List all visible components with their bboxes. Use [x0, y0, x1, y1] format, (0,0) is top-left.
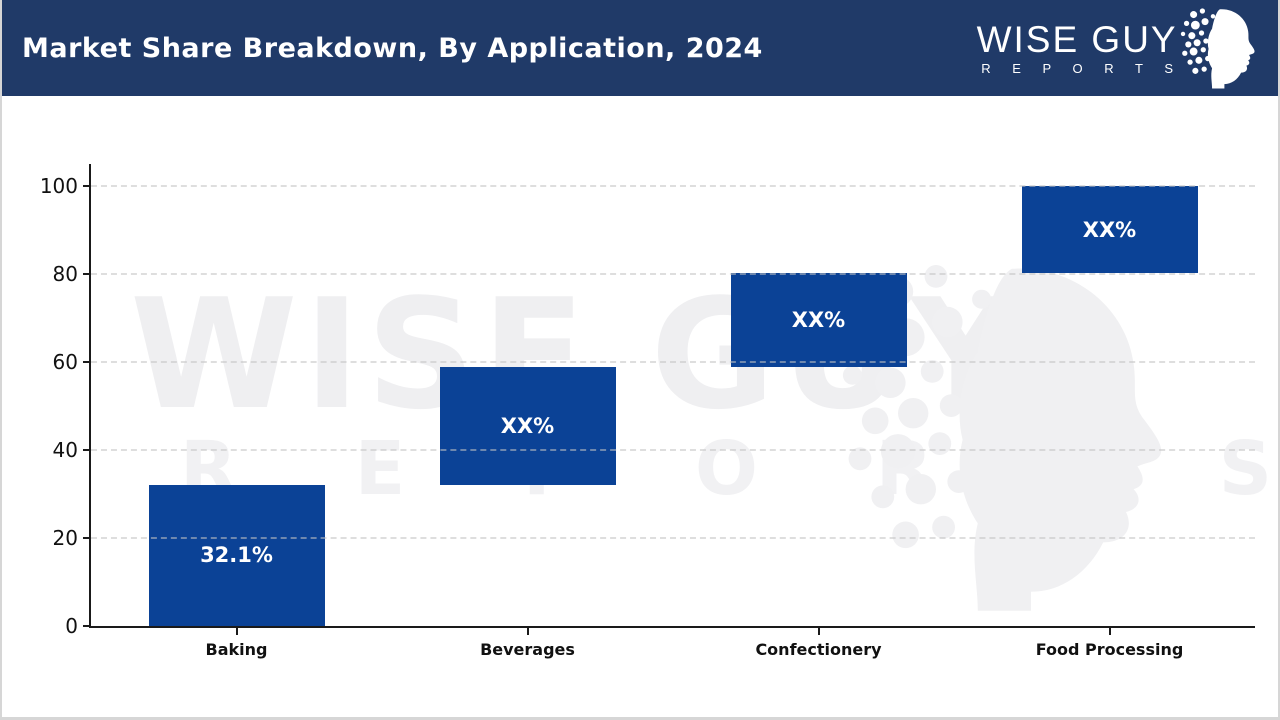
y-tick-mark [83, 537, 91, 539]
x-category-label: Baking [205, 640, 268, 659]
y-tick-mark [83, 449, 91, 451]
waterfall-chart: WISE GUY R E P O R T S 0 20 40 60 80 100 32.1%… [2, 96, 1278, 717]
wiseguy-logo: WISE GUY R E P O R T S [972, 4, 1264, 92]
bar-confectionery: XX% [730, 273, 907, 367]
gridline-60 [91, 361, 1255, 363]
bar-baking: 32.1% [148, 484, 325, 626]
x-category-label: Food Processing [1035, 640, 1184, 659]
y-tick-label: 0 [65, 614, 78, 638]
y-tick-mark [83, 185, 91, 187]
x-tick-mark [526, 628, 529, 635]
y-tick-label: 40 [52, 438, 78, 462]
wiseguy-logo-text: WISE GUY R E P O R T S [972, 21, 1182, 76]
x-tick-mark [235, 628, 238, 635]
y-axis-line [89, 164, 91, 628]
face-profile-icon [1180, 8, 1255, 89]
bar-value-label: XX% [1082, 217, 1137, 242]
y-tick-mark [83, 361, 91, 363]
x-tick-mark [817, 628, 820, 635]
page-title: Market Share Breakdown, By Application, … [22, 32, 763, 64]
bar-value-label: XX% [791, 307, 846, 332]
y-tick-label: 20 [52, 526, 78, 550]
y-tick-label: 60 [52, 350, 78, 374]
y-tick-label: 80 [52, 262, 78, 286]
x-axis-line [89, 626, 1255, 628]
logo-subtext: R E P O R T S [981, 60, 1182, 76]
logo-wordmark: WISE GUY [976, 18, 1178, 60]
bar-food-processing: XX% [1021, 186, 1198, 274]
y-tick-mark [83, 273, 91, 275]
x-category-label: Beverages [480, 640, 575, 659]
bar-beverages: XX% [439, 366, 616, 485]
bar-value-label: XX% [500, 413, 555, 438]
gridline-20 [91, 537, 1255, 539]
x-category-label: Confectionery [755, 640, 882, 659]
x-tick-mark [1108, 628, 1111, 635]
header: Market Share Breakdown, By Application, … [2, 0, 1278, 96]
gridline-40 [91, 449, 1255, 451]
y-tick-mark [83, 625, 91, 627]
bar-value-label: 32.1% [200, 543, 273, 568]
plot-area: 0 20 40 60 80 100 32.1% Baking XX% Beverages XX% Co… [2, 96, 1278, 717]
gridline-100 [91, 185, 1255, 187]
y-tick-label: 100 [39, 174, 78, 198]
gridline-80 [91, 273, 1255, 275]
